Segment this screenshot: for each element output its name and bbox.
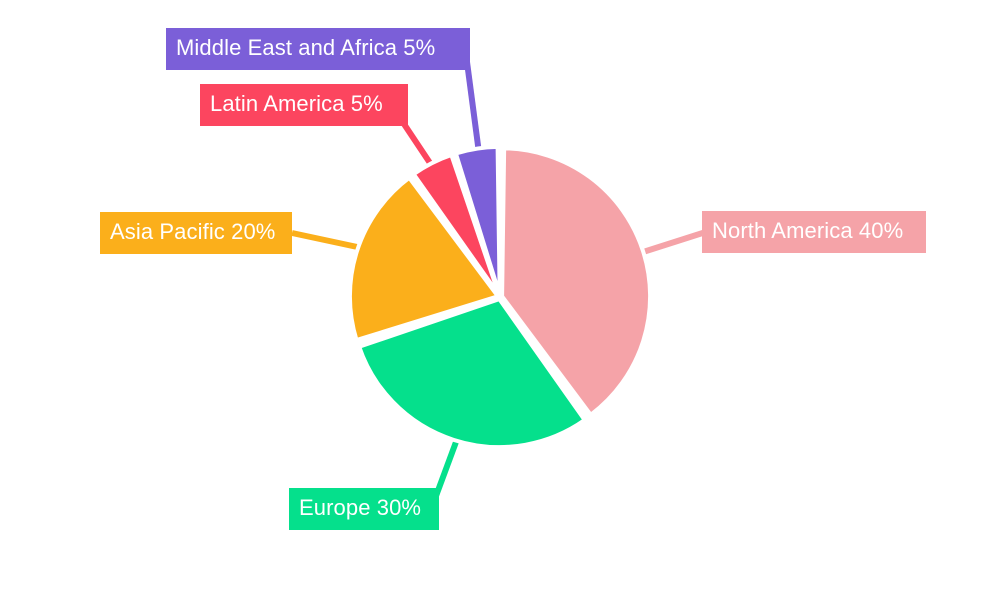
pie-label-middle-east-africa-text: Middle East and Africa 5% bbox=[176, 35, 436, 60]
pie-label-north-america[interactable]: North America 40% bbox=[702, 211, 926, 253]
leader-line-middle-east-africa bbox=[464, 61, 482, 154]
pie-slice-europe[interactable] bbox=[357, 297, 587, 450]
pie-label-middle-east-africa[interactable]: Middle East and Africa 5% bbox=[166, 28, 470, 70]
pie-slice-middle-east-africa[interactable] bbox=[453, 144, 502, 297]
pie-slice-latin-america[interactable] bbox=[411, 152, 501, 298]
pie-label-latin-america[interactable]: Latin America 5% bbox=[200, 84, 408, 126]
pie-label-latin-america-text: Latin America 5% bbox=[210, 91, 383, 116]
leader-line-asia-pacific bbox=[291, 230, 363, 251]
leader-line-north-america bbox=[639, 227, 713, 256]
pie-label-north-america-text: North America 40% bbox=[712, 218, 904, 243]
pie-slices bbox=[347, 144, 653, 450]
pie-label-europe[interactable]: Europe 30% bbox=[289, 488, 439, 530]
pie-label-asia-pacific[interactable]: Asia Pacific 20% bbox=[100, 212, 292, 254]
pie-slice-asia-pacific[interactable] bbox=[347, 175, 500, 343]
leader-line-europe bbox=[433, 440, 459, 498]
pie-label-europe-text: Europe 30% bbox=[299, 495, 422, 520]
pie-label-asia-pacific-text: Asia Pacific 20% bbox=[110, 219, 276, 244]
pie-slice-north-america[interactable] bbox=[500, 146, 653, 417]
